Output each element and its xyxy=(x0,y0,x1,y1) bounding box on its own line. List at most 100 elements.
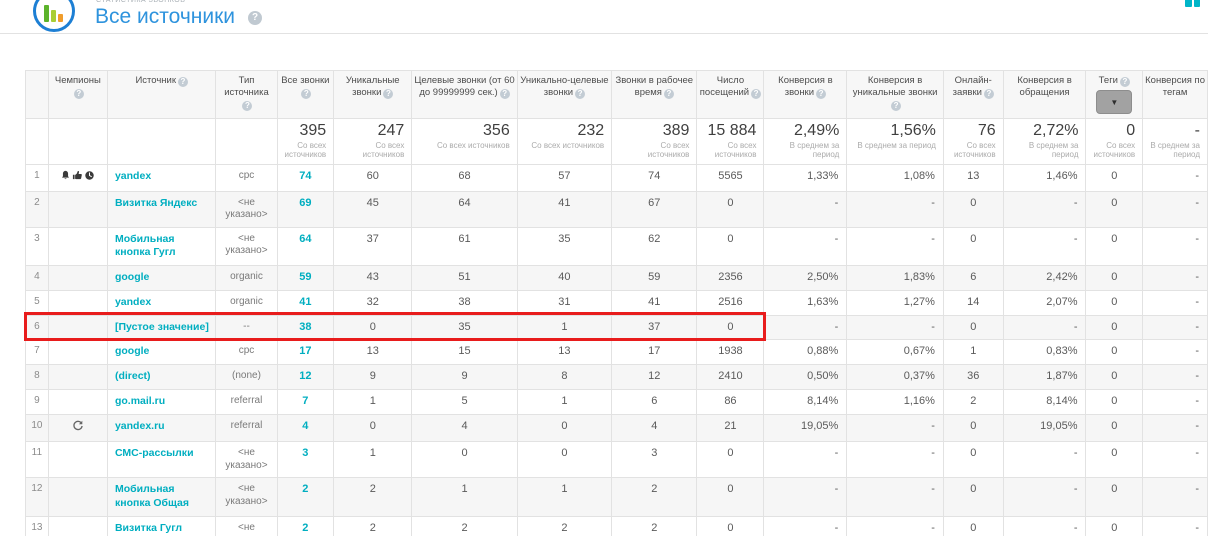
help-icon[interactable]: ? xyxy=(983,88,994,99)
summary-sublabel: Со всех источников xyxy=(953,140,996,160)
work_time_calls-cell: 67 xyxy=(611,190,698,228)
summary-all_calls: 395 Со всех источников xyxy=(276,118,335,165)
source-link[interactable]: go.mail.ru xyxy=(114,394,166,407)
conv_appeals-cell: 8,14% xyxy=(1002,388,1087,415)
help-icon[interactable]: ? xyxy=(575,88,586,99)
source-link[interactable]: google xyxy=(114,271,150,284)
conv_tags-cell: - xyxy=(1142,477,1208,517)
help-icon[interactable]: ? xyxy=(891,100,902,111)
conv_unique_calls-cell: - xyxy=(846,226,944,267)
conv_appeals-cell: - xyxy=(1002,477,1087,517)
tags-cell: 0 xyxy=(1085,314,1144,341)
source-link[interactable]: Визитка Яндекс xyxy=(114,196,198,209)
bar-chart-icon xyxy=(44,5,63,22)
online_requests-cell: 0 xyxy=(942,314,1004,341)
source-link[interactable]: [Пустое значение] xyxy=(114,320,209,333)
bell-icon[interactable] xyxy=(60,170,71,186)
target_calls-cell: 4 xyxy=(411,413,518,443)
num-cell: 5 xyxy=(25,289,49,316)
num-cell: 2 xyxy=(25,190,49,228)
summary-num xyxy=(25,118,49,165)
type-cell: -- xyxy=(215,314,278,341)
sources-table: Чемпионы? Источник? Тип источника? Все звон… xyxy=(25,70,1208,536)
source-link[interactable]: Мобильная кнопка Общая xyxy=(114,483,189,510)
all-calls-link[interactable]: 74 xyxy=(299,169,312,182)
source-link[interactable]: yandex.ru xyxy=(114,419,165,432)
title-help-icon[interactable]: ? xyxy=(248,11,262,25)
conv_tags-cell: - xyxy=(1142,226,1208,267)
all-calls-link[interactable]: 69 xyxy=(299,196,312,209)
thumb-up-icon[interactable] xyxy=(72,170,83,186)
all-calls-link[interactable]: 3 xyxy=(302,447,309,460)
help-icon[interactable]: ? xyxy=(242,100,253,111)
help-icon[interactable]: ? xyxy=(663,88,674,99)
source-link[interactable]: yandex xyxy=(114,295,152,308)
all-calls-link[interactable]: 4 xyxy=(302,419,309,432)
help-icon[interactable]: ? xyxy=(1119,77,1130,87)
unique_target_calls-cell: 0 xyxy=(516,413,613,443)
all_calls-cell: 17 xyxy=(276,339,335,366)
work_time_calls-cell: 4 xyxy=(611,413,698,443)
all-calls-link[interactable]: 17 xyxy=(299,345,312,358)
table-row: 6 [Пустое значение] -- 38 0 35 1 37 0- -0-0- xyxy=(25,314,1208,341)
champions-cell xyxy=(47,477,108,517)
tags-cell: 0 xyxy=(1085,413,1144,443)
source-link[interactable]: Мобильная кнопка Гугл xyxy=(114,232,176,259)
col-header-unique_calls: Уникальные звонки? xyxy=(333,70,413,119)
conv_tags-cell: - xyxy=(1142,339,1208,366)
tags-filter-button[interactable]: ▼ xyxy=(1096,90,1133,114)
help-icon[interactable]: ? xyxy=(383,88,394,99)
summary-visits: 15 884 Со всех источников xyxy=(696,118,765,165)
all-calls-link[interactable]: 38 xyxy=(299,320,312,333)
unique_target_calls-cell: 40 xyxy=(516,265,613,291)
work_time_calls-cell: 3 xyxy=(611,441,698,479)
help-icon[interactable]: ? xyxy=(751,88,762,99)
col-header-conv_unique_calls: Конверсия в уникальные звонки? xyxy=(846,70,944,119)
type-cell: organic xyxy=(215,289,278,316)
all-calls-link[interactable]: 12 xyxy=(299,370,312,383)
unique_calls-cell: 2 xyxy=(333,515,413,536)
col-header-champions: Чемпионы? xyxy=(47,70,108,119)
source-link[interactable]: yandex xyxy=(114,169,152,182)
num-cell: 8 xyxy=(25,364,49,390)
table-container: Чемпионы? Источник? Тип источника? Все звон… xyxy=(25,70,1208,536)
num-cell: 10 xyxy=(25,413,49,443)
all-calls-link[interactable]: 7 xyxy=(302,394,309,407)
work_time_calls-cell: 41 xyxy=(611,289,698,316)
tags-cell: 0 xyxy=(1085,190,1144,228)
unique_calls-cell: 0 xyxy=(333,413,413,443)
toolbar-icon[interactable] xyxy=(1185,0,1200,7)
all-calls-link[interactable]: 2 xyxy=(302,483,309,496)
summary-sublabel: Со всех источников xyxy=(714,140,757,160)
summary-conv_tags: -В среднем за период xyxy=(1142,118,1208,165)
champions-cell xyxy=(47,388,108,415)
all-calls-link[interactable]: 41 xyxy=(299,295,312,308)
target_calls-cell: 68 xyxy=(411,163,518,192)
source-link[interactable]: СМС-рассылки xyxy=(114,447,194,460)
summary-work_time_calls: 389 Со всех источников xyxy=(611,118,698,165)
work_time_calls-cell: 2 xyxy=(611,477,698,517)
visits-cell: 86 xyxy=(696,388,765,415)
champions-cell xyxy=(47,441,108,479)
help-icon[interactable]: ? xyxy=(816,88,827,99)
summary-value: 76 xyxy=(977,122,996,139)
help-icon[interactable]: ? xyxy=(73,88,84,99)
unique_calls-cell: 45 xyxy=(333,190,413,228)
source-link[interactable]: google xyxy=(114,345,150,358)
source-link[interactable]: Визитка Гугл xyxy=(114,521,183,534)
source-link[interactable]: (direct) xyxy=(114,370,151,383)
all-calls-link[interactable]: 59 xyxy=(299,271,312,284)
help-icon[interactable]: ? xyxy=(499,88,510,99)
all-calls-link[interactable]: 2 xyxy=(302,521,309,534)
col-header-label: Источник xyxy=(135,75,176,86)
help-icon[interactable]: ? xyxy=(178,77,188,87)
refresh-icon[interactable] xyxy=(72,420,84,437)
help-icon[interactable]: ? xyxy=(301,88,312,99)
clock-icon[interactable] xyxy=(84,170,95,186)
visits-cell: 2410 xyxy=(696,364,765,390)
all-calls-link[interactable]: 64 xyxy=(299,232,312,245)
all_calls-cell: 38 xyxy=(276,314,335,341)
summary-conv_calls: 2,49% В среднем за период xyxy=(763,118,848,165)
conv_unique_calls-cell: - xyxy=(846,477,944,517)
